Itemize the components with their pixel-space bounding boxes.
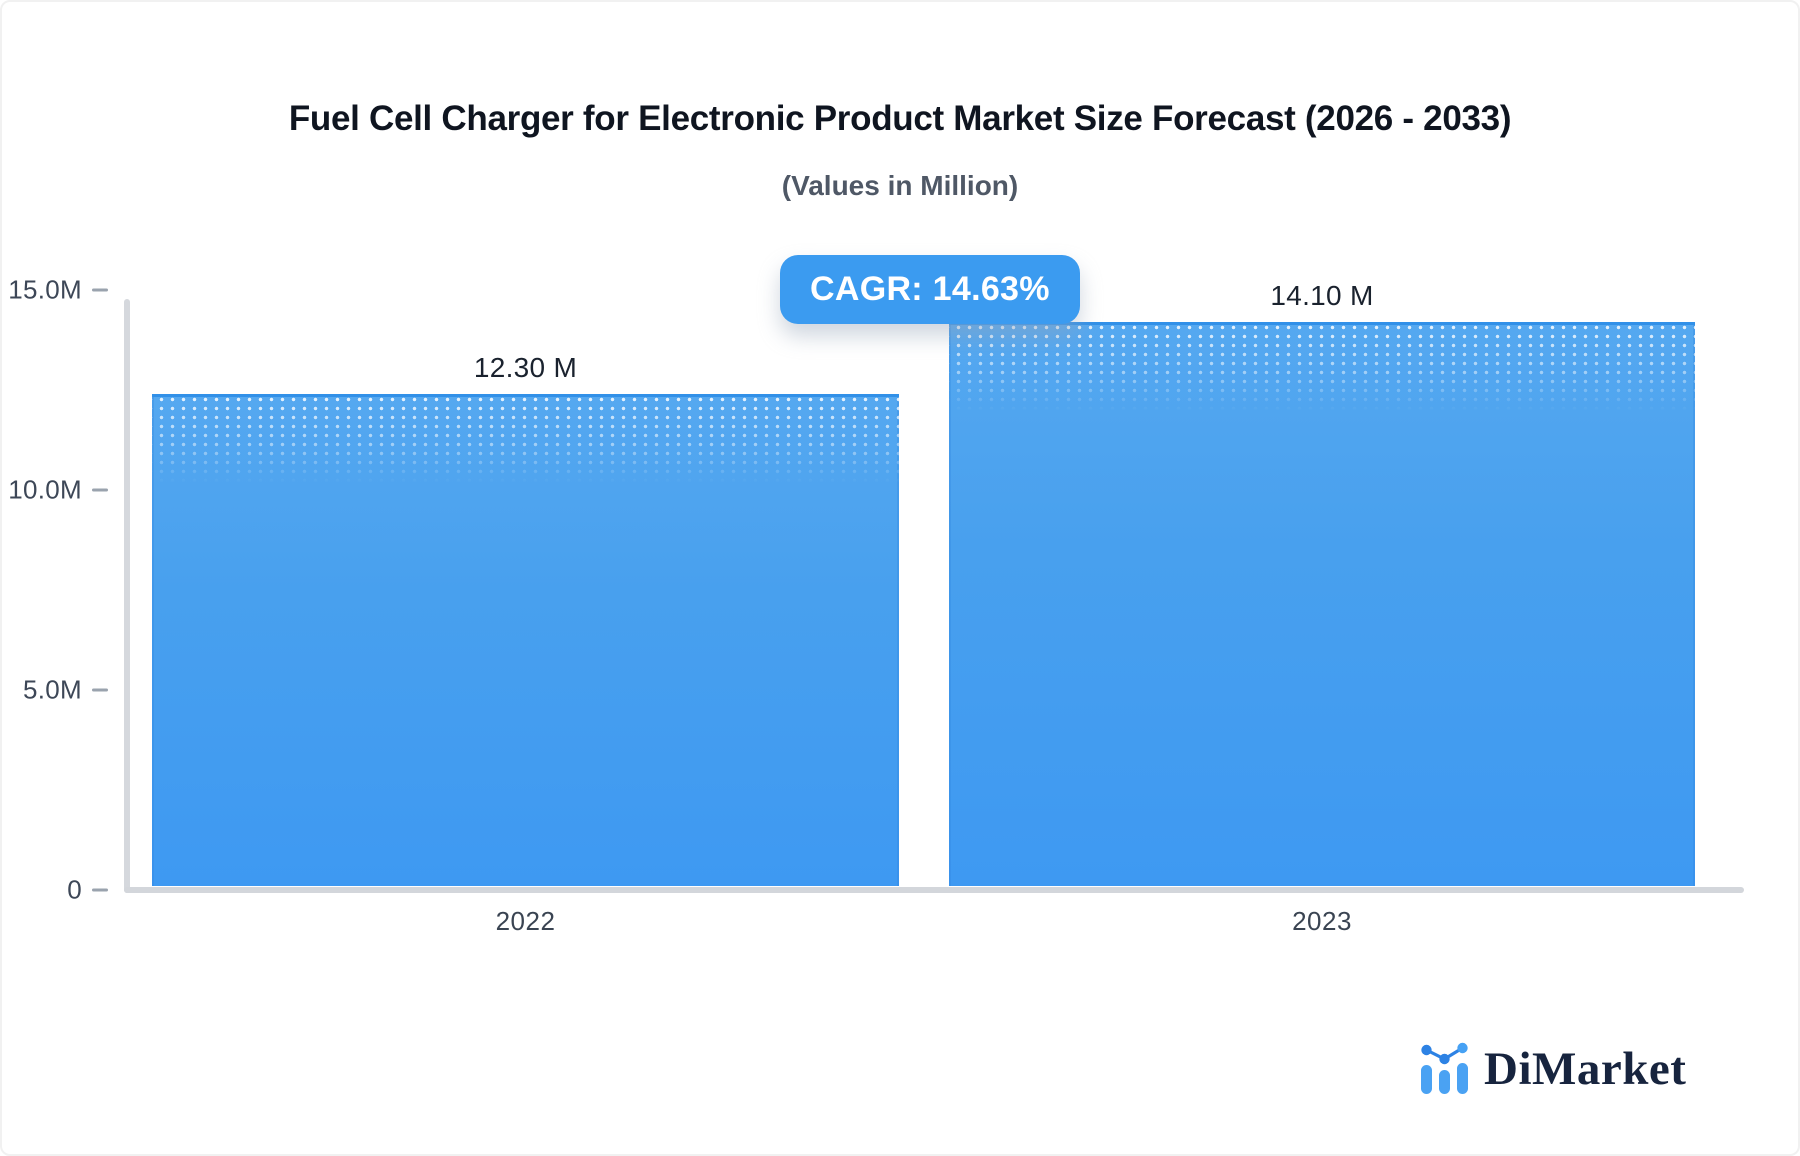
brand-watermark: DiMarket [1418, 1042, 1686, 1094]
bar-value-label-2022: 12.30 M [473, 352, 578, 383]
y-tick-label: 0 [67, 874, 82, 905]
y-tick-10m: 10.0M [2, 475, 108, 506]
y-tick-mark [92, 688, 108, 692]
y-tick-mark [92, 488, 108, 492]
y-tick-mark [92, 288, 108, 292]
y-tick-5m: 5.0M [2, 675, 108, 706]
x-axis-baseline [124, 887, 1744, 893]
bar-2022[interactable]: 12.30 M [152, 352, 899, 886]
bar-2023[interactable]: 14.10 M [949, 280, 1695, 886]
chart-title: Fuel Cell Charger for Electronic Product… [288, 99, 1512, 138]
x-axis-label-2022: 2022 [495, 906, 556, 936]
y-tick-0: 0 [2, 875, 108, 906]
cagr-badge: CAGR: 14.63% [780, 255, 1080, 324]
bar-value-label-2023: 14.10 M [1270, 280, 1374, 311]
y-tick-15m: 15.0M [2, 275, 108, 306]
y-tick-label: 5.0M [22, 674, 82, 705]
brand-name: DiMarket [1484, 1043, 1687, 1095]
dimarket-bar-chart-logo-icon [1421, 1042, 1468, 1094]
y-tick-label: 15.0M [8, 274, 82, 305]
y-tick-mark [92, 888, 108, 892]
chart-subtitle: (Values in Million) [781, 170, 1019, 201]
x-axis-label-2023: 2023 [1292, 906, 1352, 936]
y-tick-label: 10.0M [8, 474, 82, 505]
y-axis-line [124, 299, 130, 893]
